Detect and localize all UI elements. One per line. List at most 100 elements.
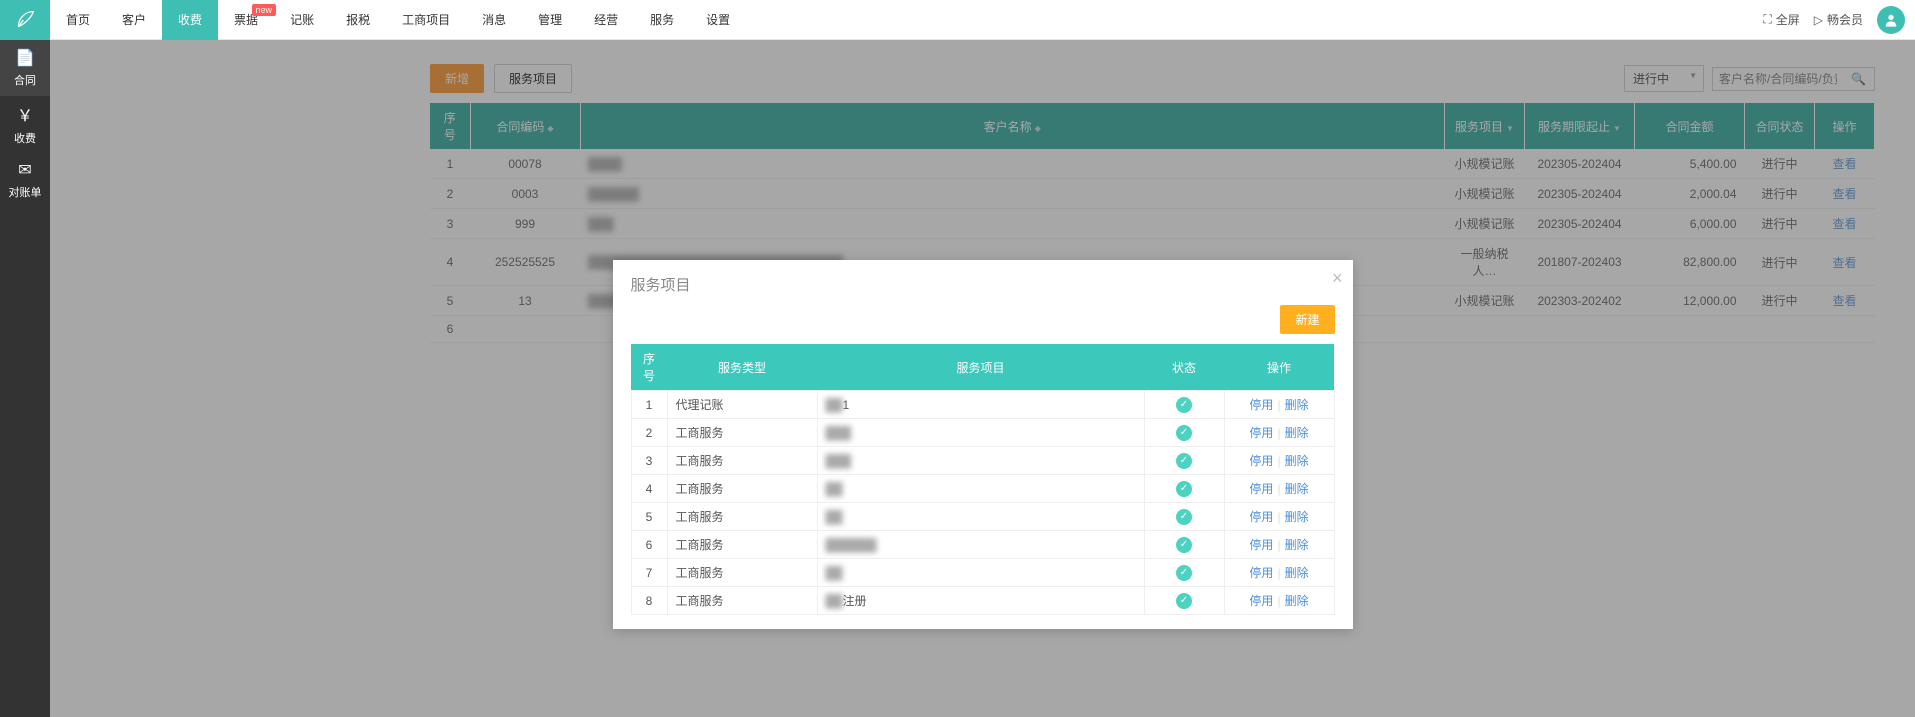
svc-cell-type: 工商服务 xyxy=(667,587,817,615)
svc-cell-item: ███ xyxy=(817,419,1144,447)
delete-link[interactable]: 删除 xyxy=(1281,454,1313,468)
nav-item[interactable]: 管理 xyxy=(522,0,578,40)
nav-item[interactable]: 设置 xyxy=(690,0,746,40)
svc-cell-ops: 停用|删除 xyxy=(1224,503,1334,531)
play-icon: ▷ xyxy=(1814,13,1823,27)
sidebar-item[interactable]: 📄合同 xyxy=(0,40,50,96)
member-button[interactable]: ▷ 畅会员 xyxy=(1814,11,1863,28)
logo[interactable] xyxy=(0,0,50,40)
check-icon: ✓ xyxy=(1176,397,1192,413)
nav-item[interactable]: 收费 xyxy=(162,0,218,40)
disable-link[interactable]: 停用 xyxy=(1245,482,1277,496)
service-row: 4工商服务██✓停用|删除 xyxy=(631,475,1334,503)
service-items-modal: × 服务项目 新建 序号 服务类型 服务项目 状态 操作 xyxy=(613,260,1353,629)
svc-cell-item: ██1 xyxy=(817,391,1144,419)
fullscreen-button[interactable]: ⛶ 全屏 xyxy=(1763,11,1799,28)
service-row: 1代理记账██1 ✓ 停用|删除 xyxy=(631,391,1334,419)
sidebar-icon: ￥ xyxy=(17,102,33,126)
svc-cell-status: ✓ xyxy=(1144,447,1224,475)
disable-link[interactable]: 停用 xyxy=(1245,594,1277,608)
check-icon: ✓ xyxy=(1176,453,1192,469)
svc-cell-status: ✓ xyxy=(1144,419,1224,447)
close-icon[interactable]: × xyxy=(1332,268,1343,289)
main-nav: 首页客户收费票据new记账报税工商项目消息管理经营服务设置 xyxy=(50,0,746,40)
main-content: 新增 服务项目 进行中 🔍 序号 合同编码◆ xyxy=(50,40,1915,717)
service-row: 5工商服务██✓停用|删除 xyxy=(631,503,1334,531)
sidebar-label: 收费 xyxy=(14,130,36,146)
delete-link[interactable]: 删除 xyxy=(1281,538,1313,552)
nav-item[interactable]: 票据new xyxy=(218,0,274,40)
nav-item[interactable]: 服务 xyxy=(634,0,690,40)
nav-item[interactable]: 消息 xyxy=(466,0,522,40)
modal-new-button[interactable]: 新建 xyxy=(1280,305,1334,334)
nav-item[interactable]: 首页 xyxy=(50,0,106,40)
svc-cell-status: ✓ xyxy=(1144,503,1224,531)
nav-item[interactable]: 经营 xyxy=(578,0,634,40)
disable-link[interactable]: 停用 xyxy=(1245,426,1277,440)
service-row: 2工商服务███✓停用|删除 xyxy=(631,419,1334,447)
disable-link[interactable]: 停用 xyxy=(1245,398,1277,412)
disable-link[interactable]: 停用 xyxy=(1245,538,1277,552)
svc-cell-status: ✓ xyxy=(1144,587,1224,615)
svc-cell-item: ███ xyxy=(817,447,1144,475)
user-icon xyxy=(1883,12,1899,28)
svc-cell-item: ██ xyxy=(817,475,1144,503)
svc-cell-ops: 停用|删除 xyxy=(1224,447,1334,475)
svc-cell-type: 工商服务 xyxy=(667,419,817,447)
svc-cell-type: 工商服务 xyxy=(667,447,817,475)
svc-cell-type: 工商服务 xyxy=(667,559,817,587)
nav-item[interactable]: 记账 xyxy=(274,0,330,40)
check-icon: ✓ xyxy=(1176,425,1192,441)
top-bar: 首页客户收费票据new记账报税工商项目消息管理经营服务设置 ⛶ 全屏 ▷ 畅会员 xyxy=(0,0,1915,40)
delete-link[interactable]: 删除 xyxy=(1281,566,1313,580)
svc-cell-type: 工商服务 xyxy=(667,475,817,503)
svc-cell-type: 代理记账 xyxy=(667,391,817,419)
svc-cell-ops: 停用|删除 xyxy=(1224,391,1334,419)
member-label: 畅会员 xyxy=(1827,11,1863,28)
delete-link[interactable]: 删除 xyxy=(1281,426,1313,440)
disable-link[interactable]: 停用 xyxy=(1245,454,1277,468)
delete-link[interactable]: 删除 xyxy=(1281,398,1313,412)
svc-col-item: 服务项目 xyxy=(817,344,1144,391)
delete-link[interactable]: 删除 xyxy=(1281,510,1313,524)
header-right: ⛶ 全屏 ▷ 畅会员 xyxy=(1763,6,1915,34)
nav-item[interactable]: 工商项目 xyxy=(386,0,466,40)
user-avatar[interactable] xyxy=(1877,6,1905,34)
service-row: 7工商服务██✓停用|删除 xyxy=(631,559,1334,587)
svc-col-seq: 序号 xyxy=(631,344,667,391)
svc-col-type: 服务类型 xyxy=(667,344,817,391)
svc-col-status: 状态 xyxy=(1144,344,1224,391)
svc-cell-seq: 1 xyxy=(631,391,667,419)
left-sidebar: 📄合同 ￥ 收费 ✉对账单 xyxy=(0,40,50,717)
svc-cell-item: ██████ xyxy=(817,531,1144,559)
sidebar-icon: ✉ xyxy=(18,160,31,180)
disable-link[interactable]: 停用 xyxy=(1245,510,1277,524)
svc-cell-ops: 停用|删除 xyxy=(1224,475,1334,503)
svc-cell-ops: 停用|删除 xyxy=(1224,587,1334,615)
check-icon: ✓ xyxy=(1176,537,1192,553)
delete-link[interactable]: 删除 xyxy=(1281,482,1313,496)
svc-cell-seq: 2 xyxy=(631,419,667,447)
svc-cell-status: ✓ xyxy=(1144,391,1224,419)
disable-link[interactable]: 停用 xyxy=(1245,566,1277,580)
sidebar-item[interactable]: ￥ 收费 xyxy=(0,96,50,152)
sidebar-label: 合同 xyxy=(14,72,36,88)
svc-cell-seq: 6 xyxy=(631,531,667,559)
service-row: 3工商服务███✓停用|删除 xyxy=(631,447,1334,475)
svc-cell-status: ✓ xyxy=(1144,559,1224,587)
sidebar-item[interactable]: ✉对账单 xyxy=(0,152,50,208)
svc-cell-status: ✓ xyxy=(1144,531,1224,559)
svc-col-ops: 操作 xyxy=(1224,344,1334,391)
check-icon: ✓ xyxy=(1176,593,1192,609)
svc-cell-seq: 4 xyxy=(631,475,667,503)
svc-cell-ops: 停用|删除 xyxy=(1224,531,1334,559)
check-icon: ✓ xyxy=(1176,509,1192,525)
svc-cell-status: ✓ xyxy=(1144,475,1224,503)
nav-item[interactable]: 报税 xyxy=(330,0,386,40)
check-icon: ✓ xyxy=(1176,565,1192,581)
delete-link[interactable]: 删除 xyxy=(1281,594,1313,608)
service-row: 6工商服务██████✓停用|删除 xyxy=(631,531,1334,559)
nav-item[interactable]: 客户 xyxy=(106,0,162,40)
fullscreen-icon: ⛶ xyxy=(1763,12,1771,27)
modal-title: 服务项目 xyxy=(613,260,1353,305)
